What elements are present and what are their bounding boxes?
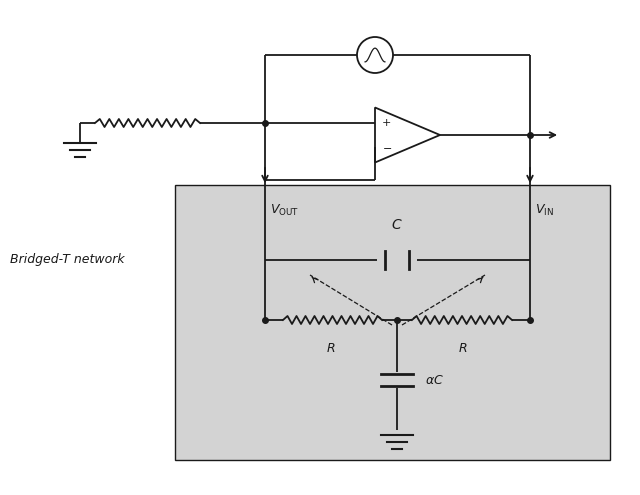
Text: $\alpha C$: $\alpha C$ <box>425 374 444 387</box>
Text: $R$: $R$ <box>458 342 468 355</box>
Text: +: + <box>382 118 392 128</box>
Text: $-$: $-$ <box>382 142 392 152</box>
Text: $C$: $C$ <box>391 218 403 232</box>
Text: Bridged-T network: Bridged-T network <box>10 253 125 266</box>
Bar <box>175 185 610 460</box>
Text: $R$: $R$ <box>326 342 336 355</box>
Text: $V_{\mathrm{IN}}$: $V_{\mathrm{IN}}$ <box>535 203 554 218</box>
Text: $V_{\mathrm{OUT}}$: $V_{\mathrm{OUT}}$ <box>270 203 299 218</box>
